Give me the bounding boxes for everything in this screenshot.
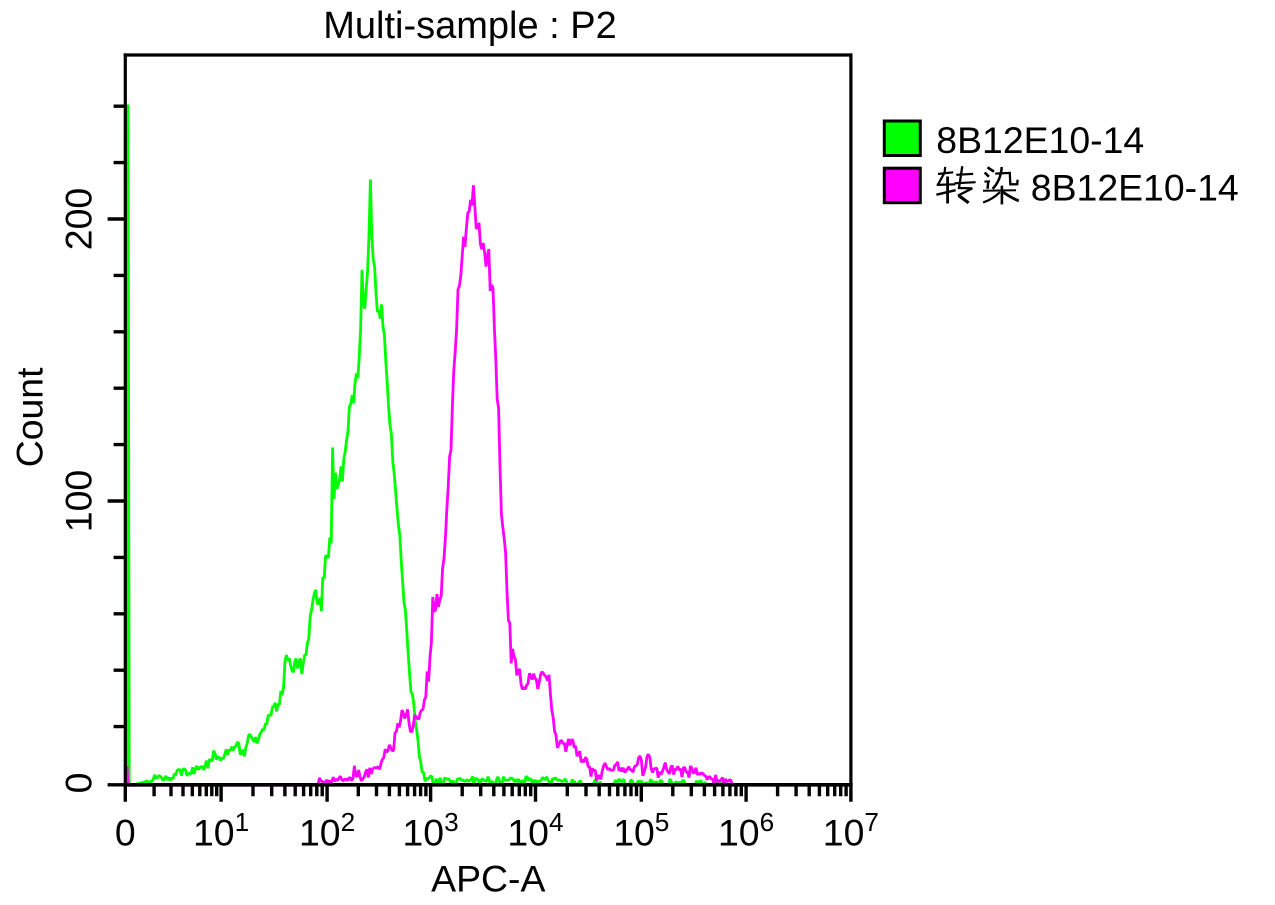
svg-text:7: 7 bbox=[864, 807, 879, 837]
svg-text:1: 1 bbox=[235, 807, 250, 837]
svg-text:10: 10 bbox=[193, 812, 235, 854]
svg-text:5: 5 bbox=[655, 807, 670, 837]
svg-text:0: 0 bbox=[58, 773, 100, 794]
svg-text:Multi-sample : P2: Multi-sample : P2 bbox=[323, 5, 617, 47]
svg-text:10: 10 bbox=[823, 812, 865, 854]
svg-text:Count: Count bbox=[9, 367, 51, 467]
svg-text:3: 3 bbox=[444, 807, 459, 837]
svg-text:10: 10 bbox=[613, 812, 655, 854]
svg-text:4: 4 bbox=[549, 807, 564, 837]
svg-text:APC-A: APC-A bbox=[431, 857, 545, 899]
svg-text:200: 200 bbox=[58, 188, 100, 250]
svg-text:8B12E10-14: 8B12E10-14 bbox=[936, 119, 1144, 161]
svg-text:10: 10 bbox=[507, 812, 549, 854]
svg-text:10: 10 bbox=[403, 812, 445, 854]
svg-text:6: 6 bbox=[760, 807, 775, 837]
svg-text:10: 10 bbox=[299, 812, 341, 854]
svg-text:100: 100 bbox=[58, 470, 100, 532]
svg-text:8B12E10-14: 8B12E10-14 bbox=[1031, 166, 1239, 208]
svg-text:10: 10 bbox=[718, 812, 760, 854]
svg-text:2: 2 bbox=[341, 807, 356, 837]
svg-text:0: 0 bbox=[115, 812, 136, 854]
